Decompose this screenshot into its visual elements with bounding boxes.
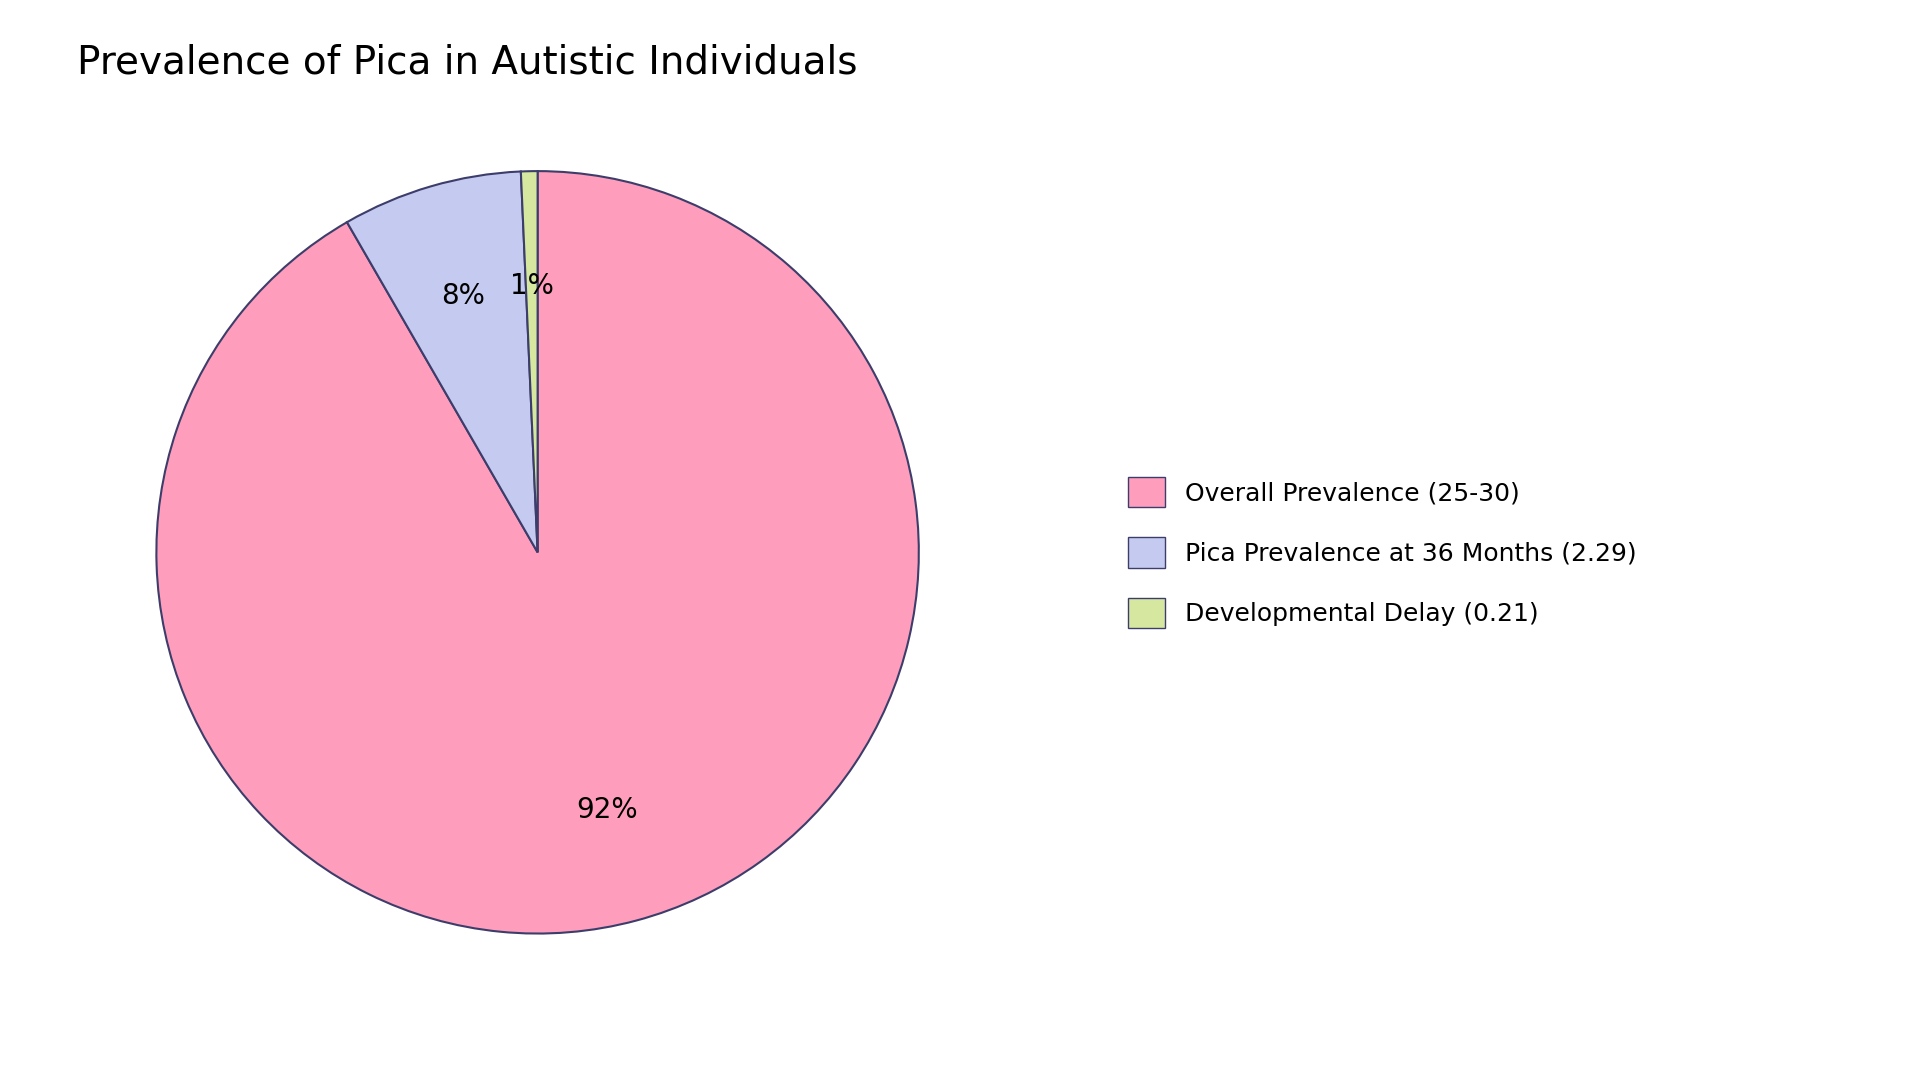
Text: 1%: 1% — [511, 272, 553, 300]
Legend: Overall Prevalence (25-30), Pica Prevalence at 36 Months (2.29), Developmental D: Overall Prevalence (25-30), Pica Prevale… — [1102, 452, 1663, 653]
Text: 92%: 92% — [576, 796, 637, 824]
Wedge shape — [348, 171, 538, 552]
Text: Prevalence of Pica in Autistic Individuals: Prevalence of Pica in Autistic Individua… — [77, 43, 858, 81]
Wedge shape — [520, 171, 538, 552]
Wedge shape — [156, 171, 920, 934]
Text: 8%: 8% — [442, 283, 486, 310]
